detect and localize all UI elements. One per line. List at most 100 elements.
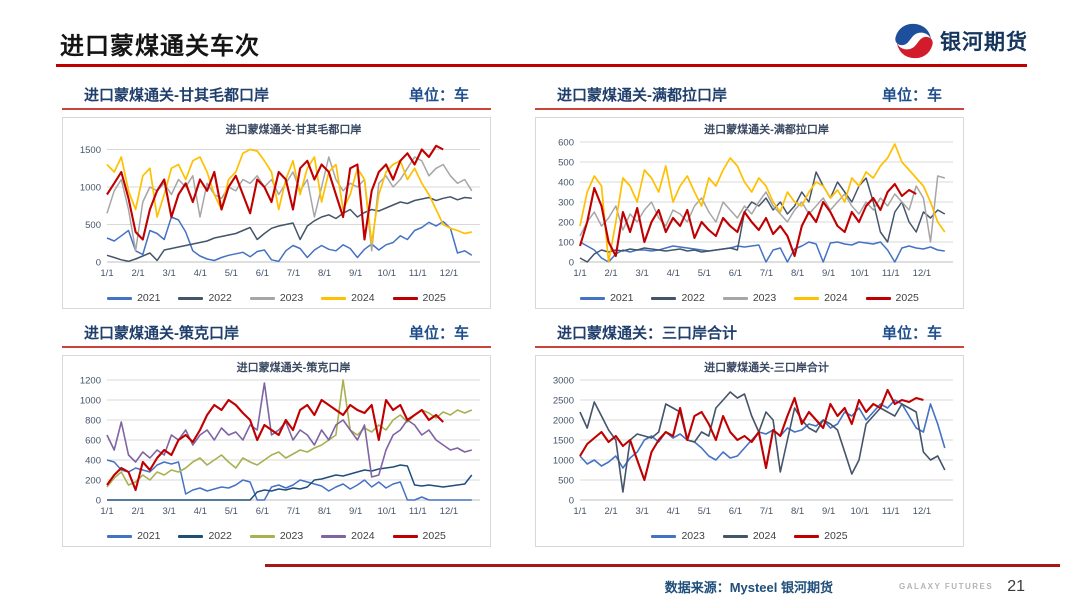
legend-label: 2025 xyxy=(422,530,446,542)
footer-divider xyxy=(265,564,1060,567)
legend-swatch xyxy=(178,296,204,300)
panel-header: 进口蒙煤通关：三口岸合计 单位：车 xyxy=(535,322,964,348)
series-line-2022 xyxy=(107,464,473,501)
svg-text:11/1: 11/1 xyxy=(882,506,900,517)
series-line-2024 xyxy=(579,143,946,263)
panel-total: 进口蒙煤通关：三口岸合计 单位：车 进口蒙煤通关-三口岸合计 0 500 1000 15… xyxy=(535,322,964,547)
svg-text:12/1: 12/1 xyxy=(440,268,459,279)
svg-text:200: 200 xyxy=(558,218,574,229)
series-line-2023 xyxy=(579,399,946,469)
svg-text:100: 100 xyxy=(558,238,574,249)
svg-text:6/1: 6/1 xyxy=(729,268,742,279)
svg-text:10/1: 10/1 xyxy=(378,268,397,279)
legend-swatch xyxy=(107,534,133,538)
svg-text:600: 600 xyxy=(85,436,101,447)
svg-text:3/1: 3/1 xyxy=(163,506,176,517)
legend-item-2021: 2021 xyxy=(580,292,633,304)
panel-title: 进口蒙煤通关-策克口岸 xyxy=(84,325,239,342)
legend-label: 2023 xyxy=(681,530,705,542)
legend-item-2023: 2023 xyxy=(722,292,777,304)
svg-text:2000: 2000 xyxy=(553,416,574,427)
svg-text:400: 400 xyxy=(85,456,101,467)
svg-text:8/1: 8/1 xyxy=(318,506,331,517)
brand-logo: 银河期货 xyxy=(895,22,1028,60)
svg-text:500: 500 xyxy=(558,158,574,169)
slide-header: 进口蒙煤通关车次 银河期货 xyxy=(0,0,1080,70)
legend-item-2024: 2024 xyxy=(321,530,375,542)
svg-text:进口蒙煤通关-策克口岸: 进口蒙煤通关-策克口岸 xyxy=(237,360,351,374)
chart-legend: 2021 2022 2023 2024 2025 xyxy=(63,523,490,549)
svg-text:6/1: 6/1 xyxy=(256,268,269,279)
legend-swatch xyxy=(651,534,677,538)
svg-text:3/1: 3/1 xyxy=(636,268,649,279)
legend-item-2023: 2023 xyxy=(249,292,303,304)
legend-label: 2022 xyxy=(208,530,232,542)
panel-header: 进口蒙煤通关-满都拉口岸 单位：车 xyxy=(535,84,964,110)
legend-swatch xyxy=(321,534,347,538)
legend-item-2024: 2024 xyxy=(722,530,777,542)
svg-text:8/1: 8/1 xyxy=(791,268,804,279)
panel-title: 进口蒙煤通关-甘其毛都口岸 xyxy=(84,87,269,104)
svg-text:7/1: 7/1 xyxy=(760,268,773,279)
svg-text:1500: 1500 xyxy=(553,436,574,447)
legend-item-2022: 2022 xyxy=(178,292,232,304)
svg-text:1200: 1200 xyxy=(80,376,101,387)
svg-text:进口蒙煤通关-满都拉口岸: 进口蒙煤通关-满都拉口岸 xyxy=(704,122,829,136)
svg-text:2/1: 2/1 xyxy=(604,506,617,517)
svg-text:12/1: 12/1 xyxy=(913,506,932,517)
svg-text:7/1: 7/1 xyxy=(287,506,300,517)
chart-legend: 2021 2022 2023 2024 2025 xyxy=(63,285,490,311)
legend-label: 2025 xyxy=(824,530,848,542)
svg-text:3/1: 3/1 xyxy=(636,506,649,517)
svg-text:800: 800 xyxy=(85,416,101,427)
svg-text:1000: 1000 xyxy=(553,456,574,467)
svg-text:0: 0 xyxy=(96,496,101,507)
legend-item-2023: 2023 xyxy=(249,530,303,542)
panel-title: 进口蒙煤通关：三口岸合计 xyxy=(557,325,738,342)
legend-swatch xyxy=(178,534,204,538)
chart-mandula: 进口蒙煤通关-满都拉口岸 0 100 200 300 400 500 600 1/1 2/1 3/1… xyxy=(535,117,964,309)
svg-text:1/1: 1/1 xyxy=(573,268,586,279)
svg-text:2/1: 2/1 xyxy=(131,506,144,517)
svg-text:6/1: 6/1 xyxy=(729,506,742,517)
charts-grid: 进口蒙煤通关-甘其毛都口岸 单位：车 进口蒙煤通关-甘其毛都口岸 0 500 1000… xyxy=(62,84,964,547)
legend-label: 2021 xyxy=(610,292,634,304)
svg-text:9/1: 9/1 xyxy=(822,506,835,517)
legend-item-2025: 2025 xyxy=(865,292,919,304)
series-line-2022 xyxy=(579,171,946,263)
legend-swatch xyxy=(249,296,275,300)
series-line-2024 xyxy=(106,382,473,478)
svg-text:11/1: 11/1 xyxy=(882,268,900,279)
svg-text:0: 0 xyxy=(569,258,574,269)
legend-label: 2024 xyxy=(752,530,777,542)
svg-text:7/1: 7/1 xyxy=(760,506,773,517)
svg-text:4/1: 4/1 xyxy=(667,506,680,517)
svg-text:10/1: 10/1 xyxy=(851,506,870,517)
svg-text:10/1: 10/1 xyxy=(851,268,870,279)
legend-label: 2025 xyxy=(895,292,919,304)
brand-name: 银河期货 xyxy=(940,31,1028,54)
legend-swatch xyxy=(107,296,133,300)
svg-text:9/1: 9/1 xyxy=(349,506,362,517)
legend-swatch xyxy=(865,296,891,300)
legend-item-2022: 2022 xyxy=(178,530,232,542)
legend-item-2021: 2021 xyxy=(107,292,160,304)
chart-canvas: 进口蒙煤通关-甘其毛都口岸 0 500 1000 1500 1/1 2/1 3/1 4/1 5/1… xyxy=(80,122,480,279)
svg-text:5/1: 5/1 xyxy=(698,506,711,517)
legend-swatch xyxy=(249,534,275,538)
page-number: 21 xyxy=(1007,577,1025,595)
chart-ceke: 进口蒙煤通关-策克口岸 0 200 400 600 800 1000 1200 1/1 2/1 3/… xyxy=(62,355,491,547)
legend-item-2022: 2022 xyxy=(651,292,705,304)
series-line-2021 xyxy=(106,459,472,501)
legend-label: 2023 xyxy=(752,292,777,304)
svg-text:8/1: 8/1 xyxy=(318,268,331,279)
series-line-2021 xyxy=(106,216,473,263)
legend-label: 2022 xyxy=(208,292,232,304)
legend-swatch xyxy=(794,296,820,300)
chart-canvas: 进口蒙煤通关-策克口岸 0 200 400 600 800 1000 1200 1/1 2/1 3/… xyxy=(80,360,480,517)
legend-label: 2025 xyxy=(422,292,446,304)
svg-text:1000: 1000 xyxy=(80,183,101,194)
legend-item-2024: 2024 xyxy=(321,292,375,304)
legend-item-2025: 2025 xyxy=(392,530,446,542)
